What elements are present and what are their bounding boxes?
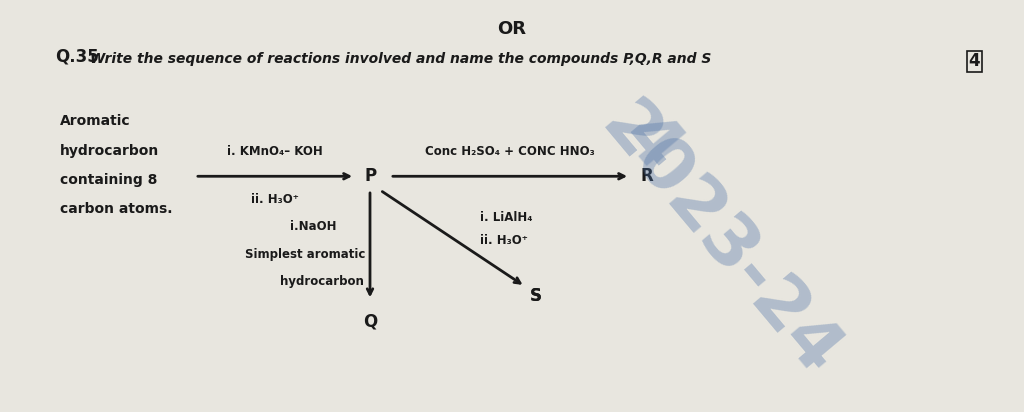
Text: R: R bbox=[640, 167, 652, 185]
Text: Q.35: Q.35 bbox=[55, 48, 98, 66]
Text: hydrocarbon: hydrocarbon bbox=[60, 143, 160, 157]
Text: hydrocarbon: hydrocarbon bbox=[280, 275, 364, 288]
Text: Q: Q bbox=[362, 312, 377, 330]
Text: 4: 4 bbox=[969, 52, 980, 70]
Text: Simplest aromatic: Simplest aromatic bbox=[245, 248, 366, 261]
Text: Aromatic: Aromatic bbox=[60, 114, 131, 128]
Text: carbon atoms.: carbon atoms. bbox=[60, 202, 172, 216]
Text: i.NaOH: i.NaOH bbox=[290, 220, 337, 233]
Text: Write the sequence of reactions involved and name the compounds P,Q,R and S: Write the sequence of reactions involved… bbox=[90, 52, 712, 66]
Text: Conc H₂SO₄ + CONC HNO₃: Conc H₂SO₄ + CONC HNO₃ bbox=[425, 145, 595, 158]
Text: ii. H₃O⁺: ii. H₃O⁺ bbox=[480, 234, 528, 247]
Text: P: P bbox=[365, 167, 377, 185]
Text: containing 8: containing 8 bbox=[60, 173, 158, 187]
Text: 2023-24: 2023-24 bbox=[587, 91, 853, 390]
Text: i. KMnO₄– KOH: i. KMnO₄– KOH bbox=[227, 145, 323, 158]
Text: S: S bbox=[530, 287, 542, 304]
Text: ii. H₃O⁺: ii. H₃O⁺ bbox=[251, 193, 299, 206]
Text: 4: 4 bbox=[607, 103, 692, 186]
Text: OR: OR bbox=[498, 20, 526, 38]
Text: i. LiAlH₄: i. LiAlH₄ bbox=[480, 211, 532, 224]
Text: S: S bbox=[530, 287, 542, 304]
